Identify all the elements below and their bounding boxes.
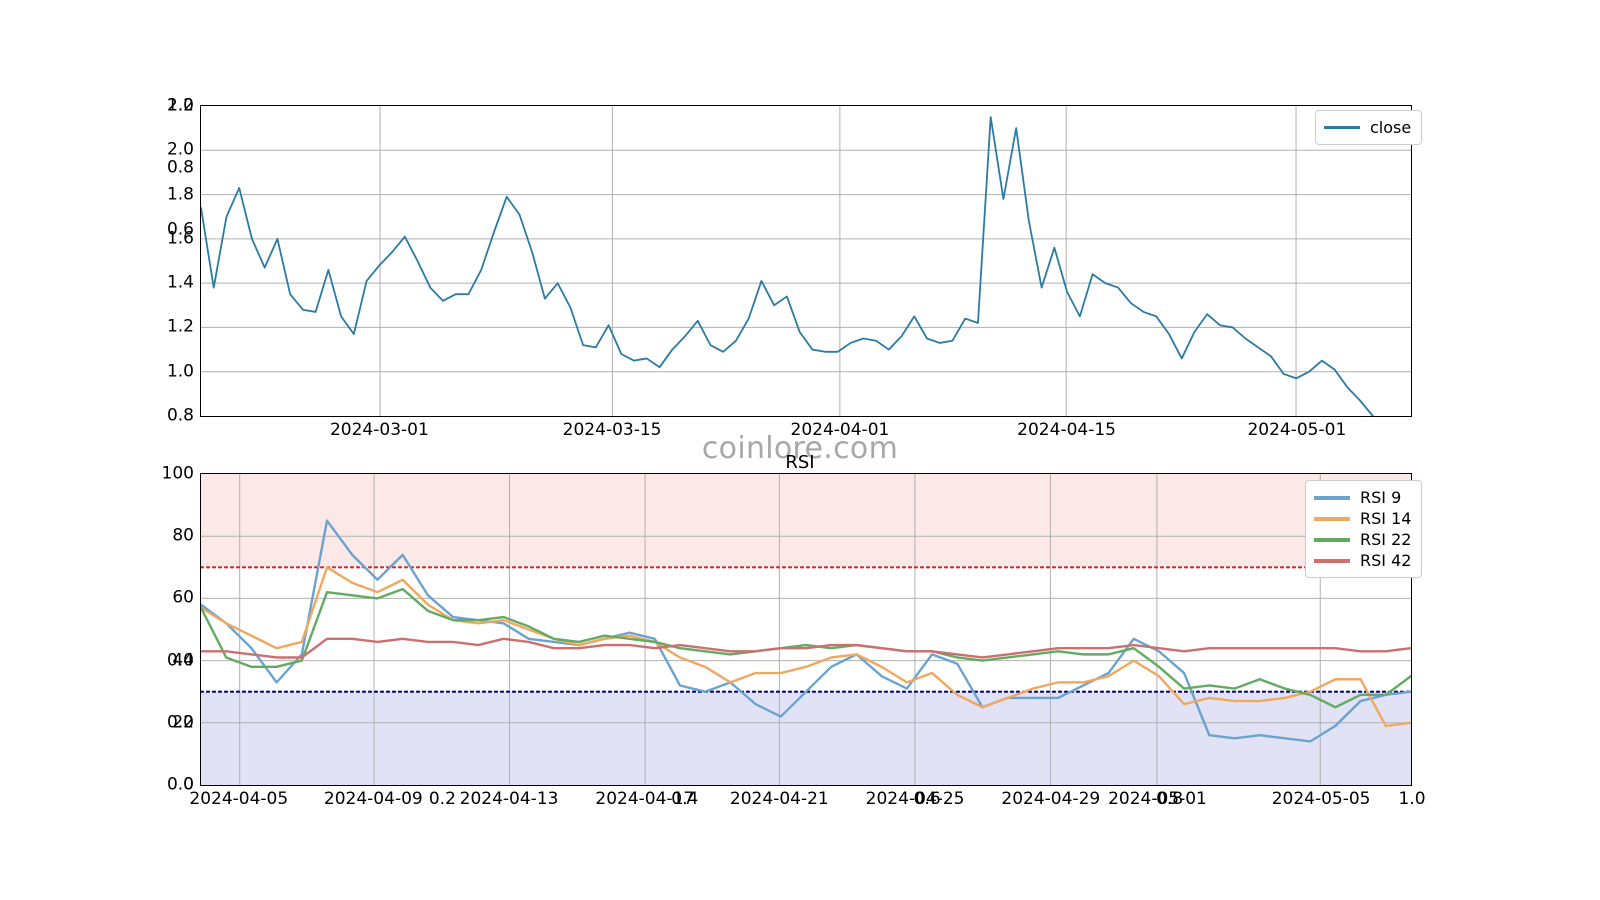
rsi-line-rsi-14 — [201, 566, 1411, 728]
legend-item-rsi-22[interactable]: RSI 22 — [1314, 529, 1411, 550]
rsi-x-axis-secondary: 0.2 0.4 0.6 0.8 1.0 — [200, 789, 1426, 813]
rsi-title: RSI — [785, 452, 815, 473]
rsi-x-tick-8: 2024-05-05 — [1271, 789, 1371, 809]
price-y-tick-0.8: 0.8 — [166, 405, 194, 426]
price-line-close — [201, 116, 1375, 416]
rsi-y-axis-primary: 100 80 60 40 20 0 — [148, 465, 194, 793]
legend-item-rsi-9[interactable]: RSI 9 — [1314, 487, 1411, 508]
rsi-plot-area — [201, 474, 1411, 785]
legend-label: RSI 14 — [1360, 508, 1412, 528]
legend-label: RSI 9 — [1360, 487, 1402, 507]
legend-swatch-icon — [1314, 537, 1350, 542]
legend-swatch-icon — [1314, 516, 1350, 521]
legend-label: close — [1370, 117, 1412, 137]
rsi-y-axis-secondary: 0.4 0.2 0.0 — [148, 473, 194, 793]
rsi-y-tick-40: 40 — [172, 650, 194, 671]
price-y-tick-1.4: 1.4 — [166, 272, 194, 293]
price-y-tick-1.6: 1.6 — [166, 228, 194, 249]
price-y-tick-1.2: 1.2 — [166, 316, 194, 337]
rsi-x-tick-5: 2024-04-25 — [865, 789, 965, 809]
rsi-x-tick-secondary-0.2: 0.2 — [428, 789, 456, 809]
legend-item-rsi-42[interactable]: RSI 42 — [1314, 550, 1411, 571]
rsi-x-tick-6: 2024-04-29 — [1001, 789, 1101, 809]
rsi-y-tick-100: 100 — [161, 463, 194, 484]
price-y-axis-secondary: 1.0 0.8 0.6 — [148, 97, 194, 417]
rsi-legend: RSI 9 RSI 14 RSI 22 RSI 42 — [1305, 480, 1423, 578]
rsi-y-tick-60: 60 — [172, 587, 194, 608]
rsi-line-rsi-42 — [201, 637, 1411, 659]
legend-item-close[interactable]: close — [1324, 117, 1411, 138]
rsi-chart-panel — [200, 473, 1412, 786]
price-x-tick-4: 2024-05-01 — [1247, 420, 1347, 440]
legend-swatch-icon — [1324, 126, 1360, 129]
price-y-tick-secondary-1.0: 1.0 — [166, 95, 194, 116]
rsi-y-tick-secondary-0.0: 0.0 — [166, 774, 194, 795]
rsi-x-tick-secondary-1.0: 1.0 — [1398, 789, 1426, 809]
rsi-y-tick-secondary-0.4: 0.4 — [166, 650, 194, 671]
price-y-axis-primary: 2.2 2.0 1.8 1.6 1.4 1.2 1.0 0.8 — [148, 97, 194, 424]
rsi-x-tick-4: 2024-04-21 — [729, 789, 829, 809]
price-y-tick-1.8: 1.8 — [166, 184, 194, 205]
price-plot-area — [201, 106, 1411, 416]
price-x-axis: 2024-03-01 2024-03-15 2024-04-01 2024-04-15… — [200, 422, 1412, 444]
price-y-tick-secondary-0.6: 0.6 — [166, 219, 194, 240]
price-chart-panel — [200, 105, 1412, 417]
watermark: coinlore.com — [701, 431, 899, 466]
rsi-band-0 — [201, 474, 1411, 568]
price-y-tick-2.0: 2.0 — [166, 139, 194, 160]
rsi-x-tick-0: 2024-04-05 — [189, 789, 289, 809]
rsi-x-tick-3: 2024-04-17 — [595, 789, 695, 809]
price-x-tick-1: 2024-03-15 — [562, 420, 662, 440]
rsi-line-rsi-22 — [201, 587, 1411, 709]
rsi-x-tick-1: 2024-04-09 — [323, 789, 423, 809]
price-x-tick-3: 2024-04-15 — [1017, 420, 1116, 440]
rsi-x-tick-2: 2024-04-13 — [459, 789, 559, 809]
price-legend: close — [1315, 110, 1423, 145]
rsi-line-rsi-9 — [201, 519, 1411, 743]
rsi-y-tick-80: 80 — [172, 525, 194, 546]
rsi-x-tick-secondary-0.8: 0.8 — [1156, 789, 1184, 809]
rsi-y-tick-20: 20 — [172, 712, 194, 733]
rsi-y-tick-secondary-0.2: 0.2 — [166, 712, 194, 733]
rsi-x-tick-7: 2024-05-01 — [1108, 789, 1207, 809]
legend-swatch-icon — [1314, 558, 1350, 563]
price-y-tick-2.2: 2.2 — [166, 95, 194, 116]
rsi-x-axis-primary: 2024-04-05 2024-04-09 2024-04-13 2024-04-17… — [189, 789, 1412, 813]
price-y-tick-1.0: 1.0 — [166, 361, 194, 382]
legend-swatch-icon — [1314, 495, 1350, 500]
price-y-tick-secondary-0.8: 0.8 — [166, 157, 194, 178]
legend-label: RSI 22 — [1360, 529, 1412, 549]
legend-item-rsi-14[interactable]: RSI 14 — [1314, 508, 1411, 529]
legend-label: RSI 42 — [1360, 550, 1412, 570]
rsi-y-tick-0: 0 — [183, 774, 194, 795]
price-x-tick-2: 2024-04-01 — [790, 420, 890, 440]
rsi-x-tick-secondary-0.6: 0.6 — [913, 789, 941, 809]
rsi-x-tick-secondary-0.4: 0.4 — [671, 789, 699, 809]
price-x-tick-0: 2024-03-01 — [329, 420, 429, 440]
rsi-band-1 — [201, 691, 1411, 785]
